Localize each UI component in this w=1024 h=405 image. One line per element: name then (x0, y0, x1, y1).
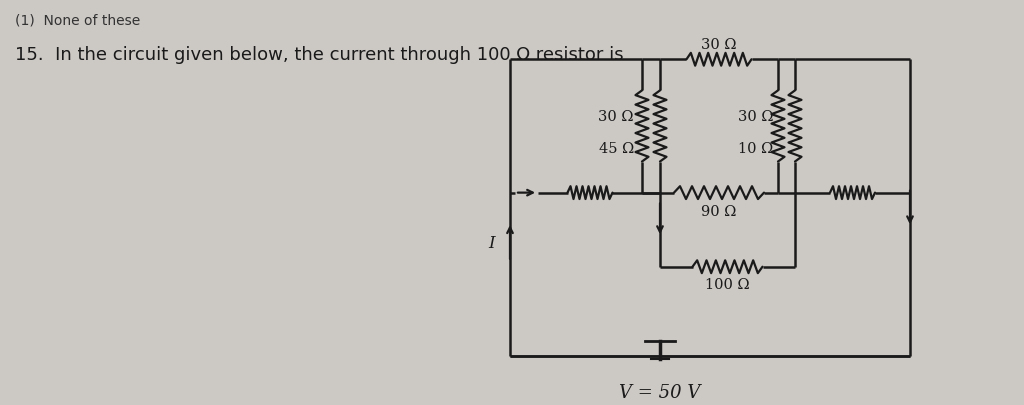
Text: 45 Ω: 45 Ω (599, 141, 634, 155)
Text: V = 50 V: V = 50 V (620, 384, 700, 401)
Text: 90 Ω: 90 Ω (701, 205, 736, 219)
Text: 30 Ω: 30 Ω (598, 110, 634, 124)
Text: 30 Ω: 30 Ω (737, 110, 773, 124)
Text: 100 Ω: 100 Ω (706, 277, 750, 291)
Text: I: I (488, 234, 495, 251)
Text: 15.  In the circuit given below, the current through 100 Ω resistor is: 15. In the circuit given below, the curr… (15, 46, 624, 64)
Text: 30 Ω: 30 Ω (701, 38, 736, 52)
Text: (1)  None of these: (1) None of these (15, 14, 140, 28)
Text: 10 Ω: 10 Ω (737, 141, 773, 155)
